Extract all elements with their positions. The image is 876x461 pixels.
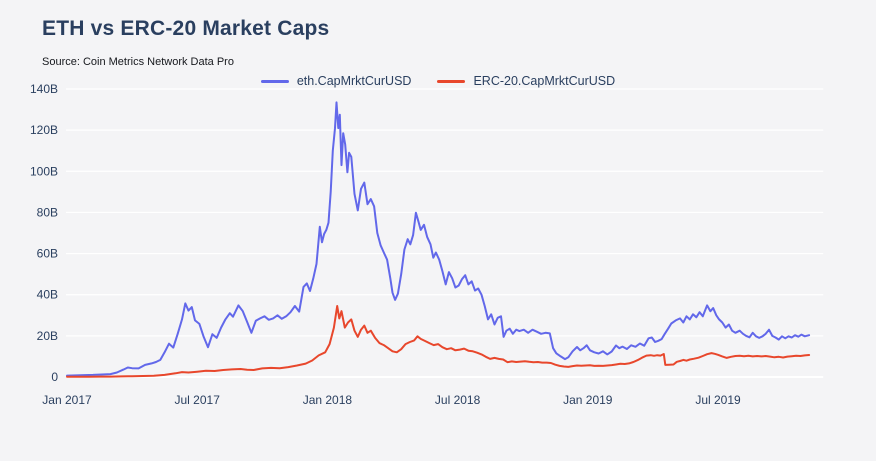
y-tick-label: 60B [37,247,58,261]
series-line-ERC-20.CapMrktCurUSD [66,305,811,378]
y-tick-label: 140B [30,82,58,96]
y-tick-label: 0 [51,370,58,384]
legend-item-eth[interactable]: eth.CapMrktCurUSD [260,74,412,88]
x-tick-label: Jan 2017 [42,393,92,407]
x-tick-label: Jul 2018 [435,393,481,407]
legend-item-erc20[interactable]: ERC-20.CapMrktCurUSD [437,74,615,88]
series-line-eth.CapMrktCurUSD [66,101,811,377]
x-tick-label: Jan 2019 [563,393,613,407]
y-tick-label: 40B [37,288,58,302]
eth-line-swatch-icon [260,79,289,83]
chart-source-note: Source: Coin Metrics Network Data Pro [42,56,234,68]
legend-label-eth: eth.CapMrktCurUSD [296,74,412,88]
y-tick-label: 120B [30,123,58,137]
x-tick-label: Jan 2018 [303,393,353,407]
x-tick-label: Jul 2017 [175,393,221,407]
x-tick-label: Jul 2019 [695,393,741,407]
y-tick-label: 80B [37,205,58,219]
erc20-line-swatch-icon [437,79,466,83]
y-tick-label: 20B [37,329,58,343]
legend: eth.CapMrktCurUSD ERC-20.CapMrktCurUSD [0,74,876,88]
chart-title: ETH vs ERC-20 Market Caps [42,17,330,40]
legend-label-erc20: ERC-20.CapMrktCurUSD [473,74,616,88]
y-tick-label: 100B [30,164,58,178]
